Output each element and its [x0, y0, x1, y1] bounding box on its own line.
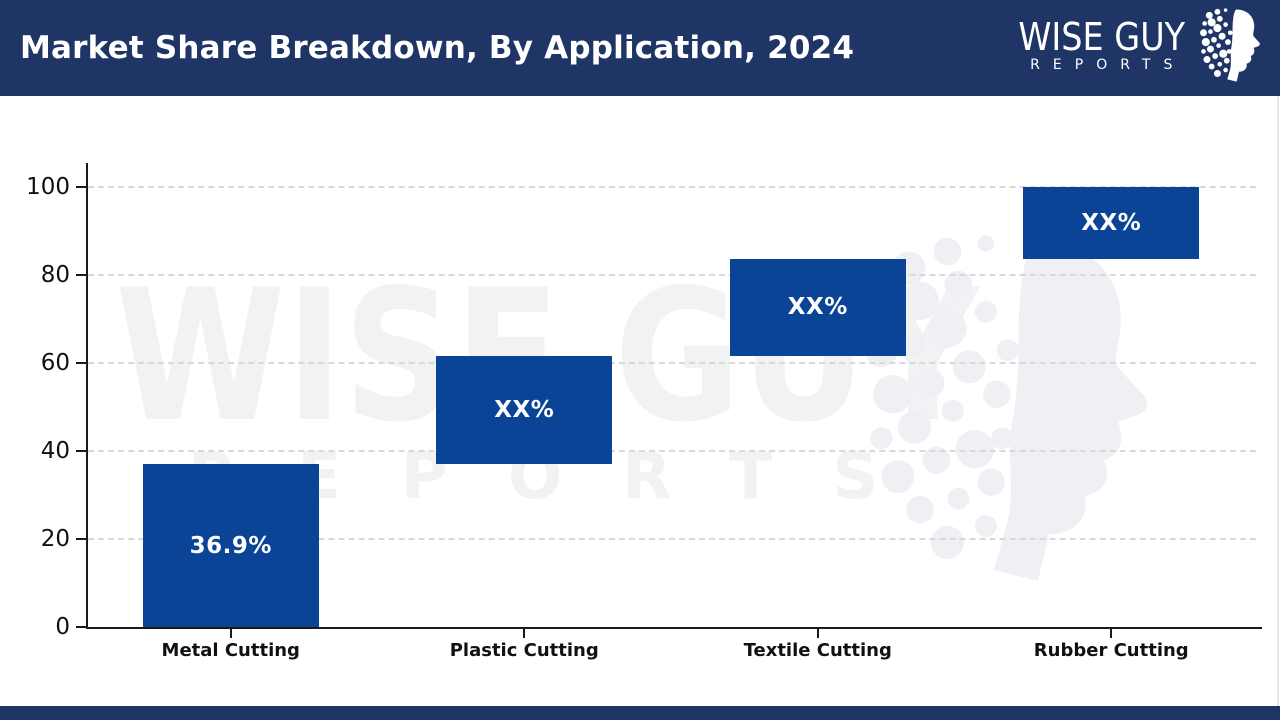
- y-tick-label-60: 60: [40, 349, 70, 376]
- x-axis-label-metal-cutting: Metal Cutting: [161, 640, 300, 661]
- footer-bar: [0, 706, 1280, 720]
- logo-reports-text: REPORTS: [1030, 56, 1186, 73]
- bar-metal-cutting: 36.9%: [142, 464, 319, 627]
- bar-rubber-cutting: XX%: [1023, 186, 1200, 259]
- y-axis-line: [86, 163, 88, 627]
- y-tick-0: [76, 626, 86, 628]
- x-axis-line: [86, 627, 1262, 629]
- bar-value-label-plastic-cutting: XX%: [494, 397, 555, 424]
- y-tick-label-100: 100: [26, 173, 70, 200]
- y-tick-100: [76, 185, 86, 188]
- y-tick-label-20: 20: [40, 525, 70, 552]
- logo-head-icon: [1200, 8, 1260, 82]
- y-tick-label-80: 80: [40, 261, 70, 288]
- logo-wiseguy-text: WISE GUY: [1017, 15, 1185, 60]
- y-tick-label-0: 0: [55, 614, 70, 640]
- gridline-20: [88, 537, 1256, 540]
- bar-value-label-textile-cutting: XX%: [787, 294, 848, 321]
- bar-value-label-rubber-cutting: XX%: [1081, 209, 1142, 236]
- x-tick-textile-cutting: [816, 629, 819, 638]
- gridline-80: [88, 273, 1256, 276]
- x-tick-rubber-cutting: [1110, 629, 1113, 638]
- header-bar: Market Share Breakdown, By Application, …: [0, 0, 1280, 96]
- y-tick-80: [76, 273, 86, 276]
- brand-logo: WISE GUY REPORTS: [1007, 6, 1264, 84]
- bar-plastic-cutting: XX%: [436, 355, 613, 465]
- x-axis-label-plastic-cutting: Plastic Cutting: [449, 640, 599, 661]
- x-tick-metal-cutting: [229, 629, 232, 638]
- page-title: Market Share Breakdown, By Application, …: [20, 30, 855, 66]
- y-tick-20: [76, 537, 86, 540]
- y-tick-label-40: 40: [40, 437, 70, 464]
- gridline-60: [88, 361, 1256, 364]
- chart-plot-area: 0 20 40 60 80 100 36.9% Metal Cutting XX% Plastic…: [0, 96, 1280, 706]
- right-border-line: [1277, 96, 1279, 706]
- bar-value-label-metal-cutting: 36.9%: [189, 532, 272, 559]
- x-tick-plastic-cutting: [523, 629, 526, 638]
- x-axis-label-textile-cutting: Textile Cutting: [743, 640, 892, 661]
- gridline-40: [88, 449, 1256, 452]
- y-tick-40: [76, 449, 86, 452]
- bar-textile-cutting: XX%: [729, 258, 906, 356]
- y-tick-60: [76, 361, 86, 364]
- x-axis-label-rubber-cutting: Rubber Cutting: [1033, 640, 1189, 661]
- gridline-100: [88, 185, 1256, 188]
